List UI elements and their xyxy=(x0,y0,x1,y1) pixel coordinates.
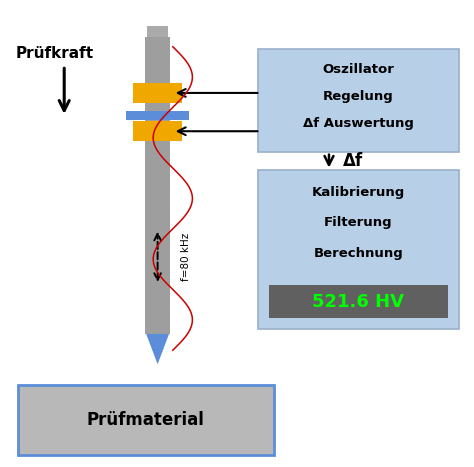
FancyBboxPatch shape xyxy=(258,170,459,329)
Text: 521.6 HV: 521.6 HV xyxy=(312,293,404,311)
Text: Δf Auswertung: Δf Auswertung xyxy=(303,117,414,130)
Text: Filterung: Filterung xyxy=(324,216,393,229)
Text: Δf: Δf xyxy=(343,152,363,170)
Bar xyxy=(126,111,189,120)
Text: Kalibrierung: Kalibrierung xyxy=(312,186,405,199)
FancyBboxPatch shape xyxy=(258,49,459,152)
Text: Prüfkraft: Prüfkraft xyxy=(15,46,93,61)
Bar xyxy=(133,121,182,141)
Bar xyxy=(147,26,168,37)
Bar xyxy=(145,37,171,334)
Text: Oszillator: Oszillator xyxy=(322,63,394,76)
Bar xyxy=(269,285,448,318)
Text: f=80 kHz: f=80 kHz xyxy=(181,233,191,281)
Text: Berechnung: Berechnung xyxy=(313,247,403,260)
Bar xyxy=(133,83,182,103)
Text: Regelung: Regelung xyxy=(323,90,394,103)
Polygon shape xyxy=(146,334,169,364)
Text: Prüfmaterial: Prüfmaterial xyxy=(87,411,205,429)
FancyBboxPatch shape xyxy=(18,385,274,455)
